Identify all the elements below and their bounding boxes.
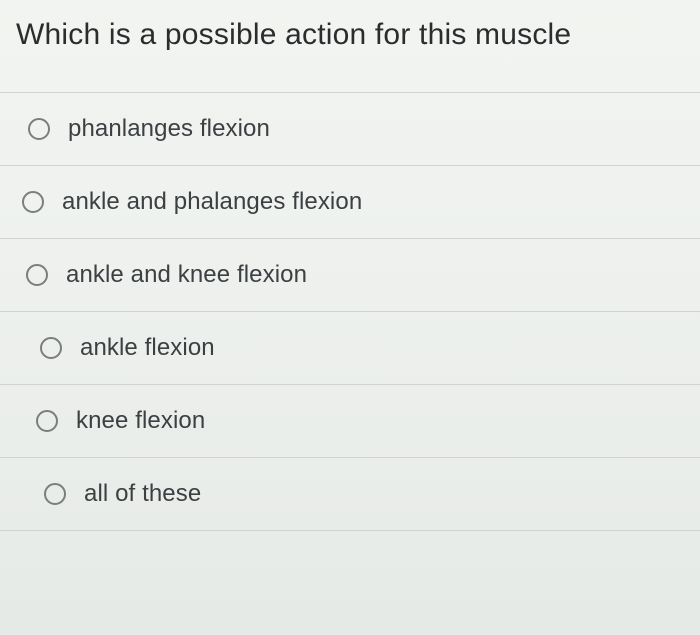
options-list: phanlanges flexion ankle and phalanges f… <box>0 92 700 531</box>
option-label: ankle and phalanges flexion <box>62 188 362 216</box>
radio-button[interactable] <box>22 191 44 213</box>
radio-button[interactable] <box>40 337 62 359</box>
radio-button[interactable] <box>36 410 58 432</box>
radio-button[interactable] <box>44 483 66 505</box>
radio-button[interactable] <box>28 118 50 140</box>
option-label: knee flexion <box>76 407 205 435</box>
option-row[interactable]: ankle and phalanges flexion <box>0 166 700 239</box>
quiz-container: Which is a possible action for this musc… <box>0 0 700 635</box>
option-label: ankle and knee flexion <box>66 261 307 289</box>
question-text: Which is a possible action for this musc… <box>0 0 700 92</box>
radio-button[interactable] <box>26 264 48 286</box>
option-row[interactable]: ankle flexion <box>0 312 700 385</box>
option-row[interactable]: phanlanges flexion <box>0 93 700 166</box>
option-row[interactable]: knee flexion <box>0 385 700 458</box>
option-row[interactable]: ankle and knee flexion <box>0 239 700 312</box>
option-label: all of these <box>84 480 201 508</box>
option-row[interactable]: all of these <box>0 458 700 531</box>
option-label: ankle flexion <box>80 334 215 362</box>
option-label: phanlanges flexion <box>68 115 270 143</box>
